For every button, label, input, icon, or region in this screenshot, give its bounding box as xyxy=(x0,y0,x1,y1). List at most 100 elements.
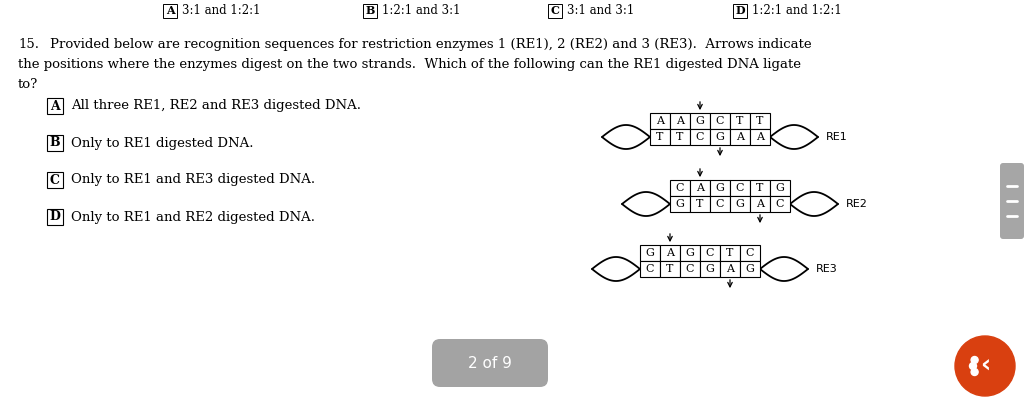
Text: T: T xyxy=(757,116,764,126)
Bar xyxy=(47,209,63,225)
Bar xyxy=(650,113,670,129)
Text: All three RE1, RE2 and RE3 digested DNA.: All three RE1, RE2 and RE3 digested DNA. xyxy=(71,99,361,113)
Bar xyxy=(47,98,63,114)
Bar xyxy=(710,113,730,129)
Bar xyxy=(730,180,750,196)
Text: G: G xyxy=(745,264,755,274)
Text: Provided below are recognition sequences for restriction enzymes 1 (RE1), 2 (RE2: Provided below are recognition sequences… xyxy=(50,38,812,51)
Text: T: T xyxy=(667,264,674,274)
FancyBboxPatch shape xyxy=(432,339,548,387)
Bar xyxy=(680,261,700,277)
Text: C: C xyxy=(706,248,715,258)
Bar xyxy=(362,4,377,18)
Bar xyxy=(680,245,700,261)
Text: 1:2:1 and 1:2:1: 1:2:1 and 1:2:1 xyxy=(752,4,842,18)
Bar xyxy=(163,4,177,18)
Bar xyxy=(690,129,710,145)
Text: B: B xyxy=(50,136,60,150)
Text: T: T xyxy=(736,116,743,126)
Bar xyxy=(670,129,690,145)
Text: A: A xyxy=(736,132,744,142)
Text: RE1: RE1 xyxy=(826,132,848,142)
Text: C: C xyxy=(745,248,755,258)
Text: Only to RE1 and RE2 digested DNA.: Only to RE1 and RE2 digested DNA. xyxy=(71,211,315,223)
Text: G: G xyxy=(716,183,724,193)
Text: T: T xyxy=(676,132,684,142)
Text: 3:1 and 3:1: 3:1 and 3:1 xyxy=(567,4,634,18)
Text: to?: to? xyxy=(18,78,38,91)
Bar xyxy=(47,172,63,188)
Text: A: A xyxy=(756,132,764,142)
Text: C: C xyxy=(716,116,724,126)
Text: A: A xyxy=(726,264,734,274)
Text: 3:1 and 1:2:1: 3:1 and 1:2:1 xyxy=(182,4,260,18)
Text: G: G xyxy=(775,183,784,193)
Text: the positions where the enzymes digest on the two strands.  Which of the followi: the positions where the enzymes digest o… xyxy=(18,58,801,71)
Bar xyxy=(740,245,760,261)
Text: 1:2:1 and 3:1: 1:2:1 and 3:1 xyxy=(382,4,461,18)
Bar xyxy=(690,113,710,129)
Bar xyxy=(710,129,730,145)
Bar xyxy=(690,196,710,212)
Text: A: A xyxy=(756,199,764,209)
Bar xyxy=(710,180,730,196)
Bar xyxy=(650,129,670,145)
Bar xyxy=(660,261,680,277)
Bar xyxy=(670,113,690,129)
Text: A: A xyxy=(676,116,684,126)
Bar xyxy=(770,180,790,196)
Bar xyxy=(730,113,750,129)
Text: C: C xyxy=(776,199,784,209)
Bar xyxy=(730,129,750,145)
Text: B: B xyxy=(366,6,375,16)
Text: A: A xyxy=(666,248,674,258)
Text: G: G xyxy=(695,116,705,126)
Bar xyxy=(47,135,63,151)
Bar xyxy=(660,245,680,261)
Bar xyxy=(640,261,660,277)
Bar xyxy=(730,196,750,212)
Text: A: A xyxy=(696,183,705,193)
Bar xyxy=(720,261,740,277)
Text: C: C xyxy=(50,174,60,186)
Circle shape xyxy=(971,356,978,363)
Text: C: C xyxy=(686,264,694,274)
Circle shape xyxy=(970,363,977,369)
Bar xyxy=(710,196,730,212)
Text: G: G xyxy=(676,199,684,209)
Text: G: G xyxy=(735,199,744,209)
Text: G: G xyxy=(716,132,724,142)
Bar xyxy=(700,261,720,277)
FancyBboxPatch shape xyxy=(1000,163,1024,239)
Bar xyxy=(720,245,740,261)
Circle shape xyxy=(971,369,978,375)
Text: T: T xyxy=(696,199,703,209)
Text: C: C xyxy=(646,264,654,274)
Bar xyxy=(670,196,690,212)
Text: A: A xyxy=(656,116,664,126)
Text: C: C xyxy=(695,132,705,142)
Bar xyxy=(750,196,770,212)
Bar xyxy=(640,245,660,261)
Text: G: G xyxy=(645,248,654,258)
Text: A: A xyxy=(166,6,174,16)
Bar xyxy=(750,180,770,196)
Text: T: T xyxy=(757,183,764,193)
Bar xyxy=(750,129,770,145)
Text: G: G xyxy=(685,248,694,258)
Text: 2 of 9: 2 of 9 xyxy=(468,356,512,371)
Bar xyxy=(548,4,562,18)
Circle shape xyxy=(955,336,1015,396)
Bar xyxy=(670,180,690,196)
Bar xyxy=(690,180,710,196)
Bar xyxy=(733,4,746,18)
Text: C: C xyxy=(551,6,559,16)
Text: D: D xyxy=(735,6,744,16)
Text: T: T xyxy=(656,132,664,142)
Text: C: C xyxy=(676,183,684,193)
Text: C: C xyxy=(716,199,724,209)
Text: T: T xyxy=(726,248,733,258)
Text: 15.: 15. xyxy=(18,38,39,51)
Text: D: D xyxy=(49,211,60,223)
Bar xyxy=(750,113,770,129)
